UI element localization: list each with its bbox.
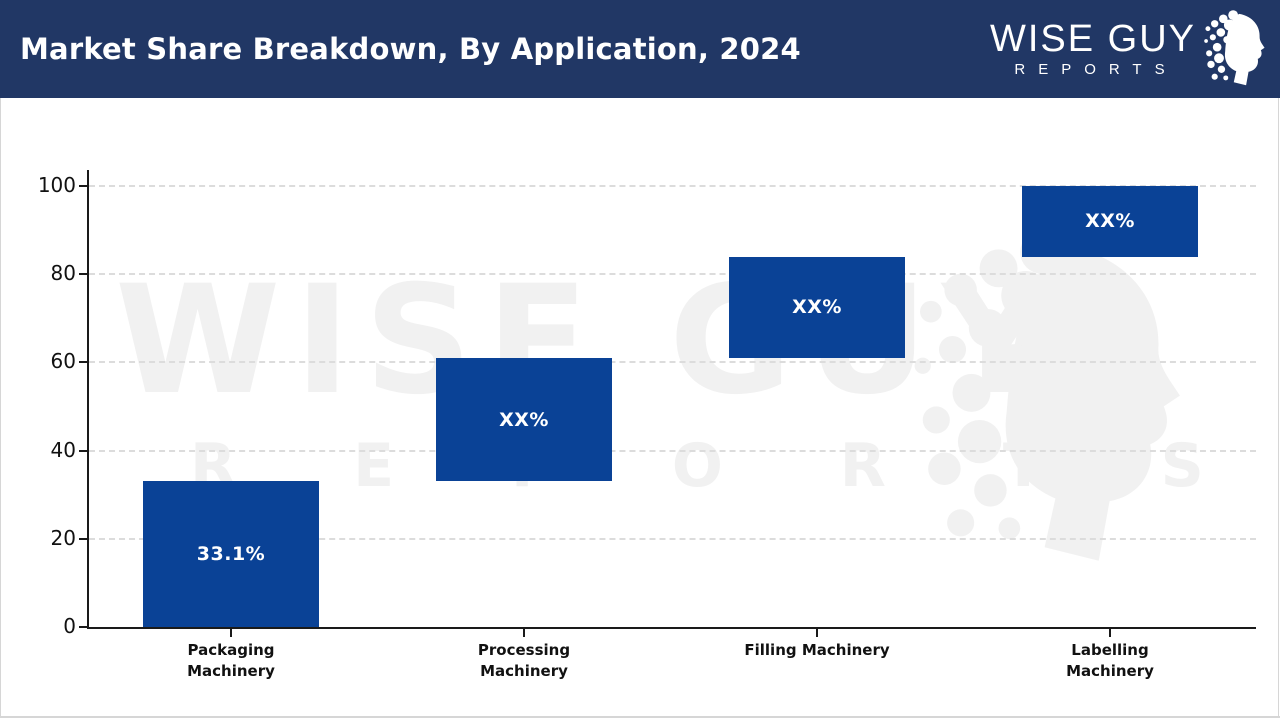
y-tick-mark-100 [79, 185, 87, 187]
logo-reports-label: REPORTS [1014, 61, 1178, 78]
logo-wordmark: WISE GUY [989, 18, 1196, 60]
bar-value-label: XX% [499, 408, 549, 431]
logo-text: WISE GUY REPORTS [990, 19, 1196, 79]
bar-1: 33.1% [143, 481, 319, 627]
bar-3: XX% [729, 256, 905, 358]
x-category-label-3: Filling Machinery [744, 641, 890, 659]
y-tick-mark-20 [79, 537, 87, 540]
x-category-label-1: Packaging Machinery [187, 641, 275, 680]
wiseguy-logo: WISE GUY REPORTS [990, 0, 1268, 98]
gridline-100 [89, 185, 1256, 187]
head-profile-icon [1202, 9, 1268, 89]
x-tick-mark-4 [1109, 629, 1111, 637]
y-tick-label-60: 60 [50, 349, 76, 374]
watermark-head-icon [905, 225, 1195, 581]
header-bar: Market Share Breakdown, By Application, … [0, 0, 1280, 98]
frame-border-bottom [0, 716, 1280, 718]
y-axis-line [87, 170, 89, 629]
frame-border-left [0, 98, 1, 717]
gridline-40 [89, 449, 1256, 452]
bar-4: XX% [1022, 186, 1198, 257]
y-tick-mark-80 [79, 273, 87, 276]
y-tick-mark-60 [79, 361, 87, 364]
bar-value-label: 33.1% [196, 543, 266, 565]
y-tick-label-0: 0 [63, 614, 76, 638]
y-tick-label-100: 100 [37, 173, 76, 197]
x-tick-mark-2 [523, 629, 525, 637]
bar-value-label: XX% [792, 296, 842, 319]
x-axis-line [87, 627, 1256, 629]
x-tick-mark-1 [230, 629, 232, 637]
x-category-label-4: Labelling Machinery [1066, 641, 1154, 680]
bar-2: XX% [436, 357, 612, 482]
y-tick-mark-0 [79, 626, 87, 628]
x-category-label-2: Processing Machinery [477, 641, 571, 680]
gridline-20 [89, 537, 1256, 540]
page-title: Market Share Breakdown, By Application, … [20, 32, 801, 66]
gridline-60 [89, 361, 1256, 364]
y-tick-label-40: 40 [50, 437, 76, 462]
gridline-80 [89, 273, 1256, 276]
bar-value-label: XX% [1085, 210, 1135, 233]
y-tick-label-80: 80 [50, 261, 76, 286]
y-tick-mark-40 [79, 449, 87, 452]
y-tick-label-20: 20 [50, 525, 76, 550]
frame-border-right [1278, 98, 1279, 717]
x-tick-mark-3 [816, 629, 818, 637]
